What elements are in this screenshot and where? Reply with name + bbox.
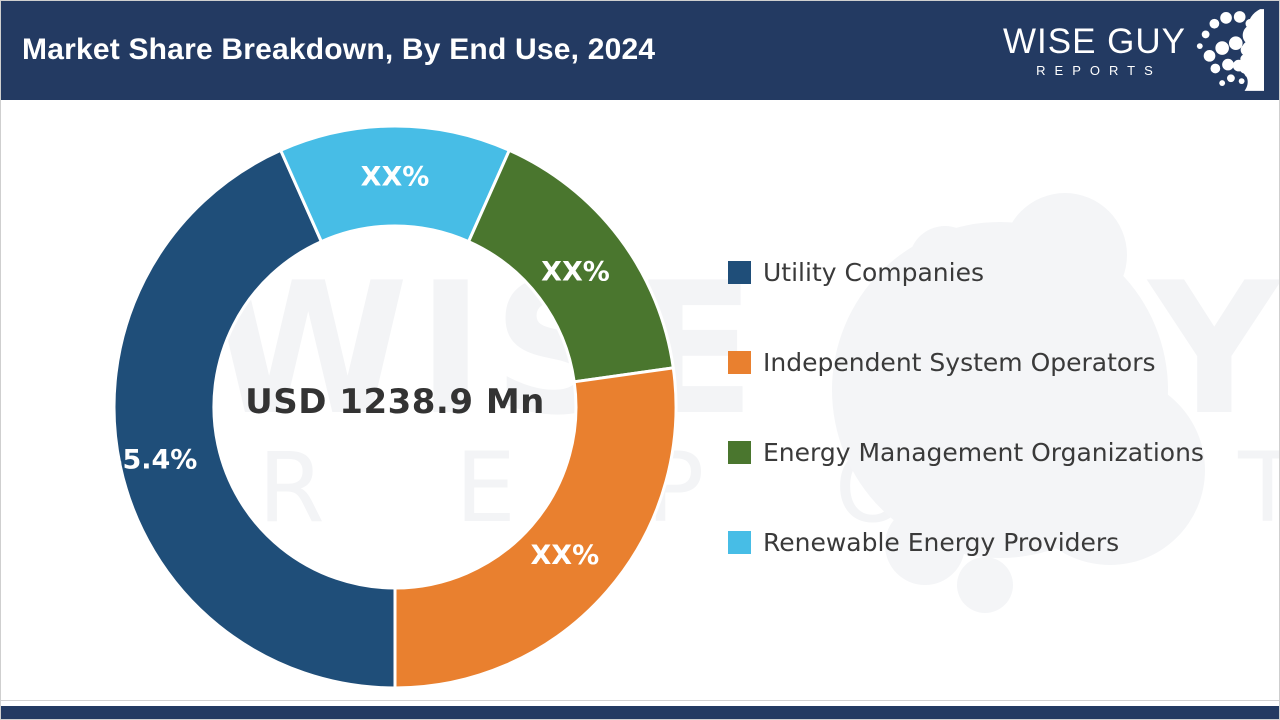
legend-swatch (728, 350, 751, 374)
donut-chart: 45.4% XX% XX% XX% (104, 124, 678, 690)
legend: Utility Companies Independent System Ope… (728, 247, 1204, 567)
logo-face-icon (1196, 9, 1264, 91)
logo-brand-text: WISE GUY (1002, 21, 1186, 61)
legend-label: Energy Management Organizations (763, 437, 1204, 467)
segment-label: 45.4% (104, 444, 198, 475)
page-title: Market Share Breakdown, By End Use, 2024 (22, 33, 656, 66)
legend-item: Independent System Operators (728, 337, 1204, 387)
legend-label: Renewable Energy Providers (763, 527, 1120, 557)
segment-label: XX% (541, 256, 610, 287)
logo-sub-text: REPORTS (1036, 62, 1162, 78)
brand-logo: WISE GUY REPORTS (1003, 8, 1280, 92)
donut-segment (393, 366, 678, 690)
legend-swatch (728, 530, 751, 554)
legend-item: Utility Companies (728, 247, 1204, 297)
bottom-divider (0, 700, 1280, 701)
legend-swatch (728, 260, 751, 284)
legend-label: Utility Companies (763, 257, 984, 287)
footer-bar (0, 706, 1280, 720)
donut-segment (112, 148, 397, 690)
segment-label: XX% (361, 161, 430, 192)
chart-center-value: USD 1238.9 Mn (245, 382, 545, 422)
legend-item: Renewable Energy Providers (728, 517, 1204, 567)
legend-swatch (728, 440, 751, 464)
segment-label: XX% (530, 540, 599, 571)
header: Market Share Breakdown, By End Use, 2024… (0, 0, 1280, 100)
legend-item: Energy Management Organizations (728, 427, 1204, 477)
legend-label: Independent System Operators (763, 347, 1156, 377)
